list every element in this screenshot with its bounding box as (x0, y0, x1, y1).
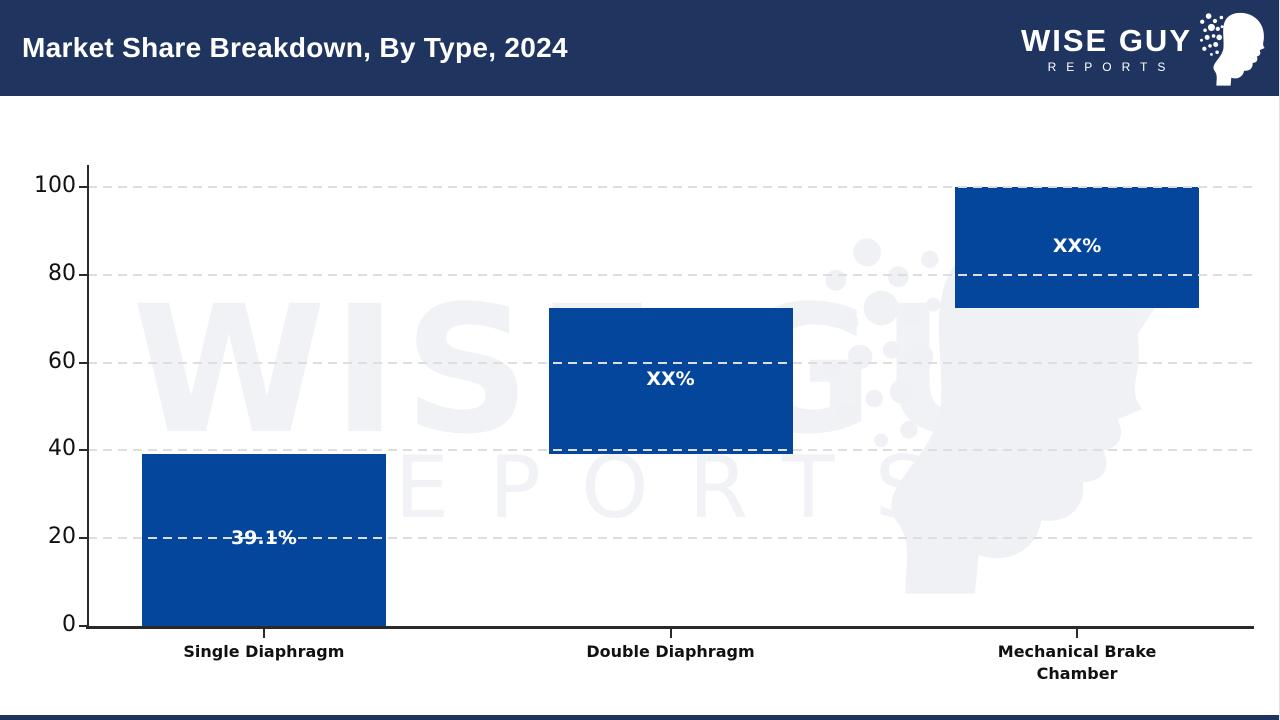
bar-value-label-double-diaphragm: XX% (646, 368, 695, 391)
x-tick-mark-mechanical-brake-chamber (1076, 629, 1079, 638)
y-tick-mark-0 (79, 625, 88, 627)
x-category-label-double-diaphragm: Double Diaphragm (586, 642, 755, 661)
page-title: Market Share Breakdown, By Type, 2024 (22, 32, 568, 63)
bar-value-label-mechanical-brake-chamber: XX% (1052, 234, 1102, 257)
gridline-100 (88, 185, 1253, 188)
y-tick-mark-40 (79, 449, 88, 452)
y-tick-label-20: 20 (48, 524, 76, 550)
y-tick-label-80: 80 (48, 260, 76, 286)
x-axis-line (86, 626, 1254, 629)
x-tick-mark-single-diaphragm (262, 629, 265, 638)
y-tick-mark-20 (79, 537, 88, 540)
gridline-20 (88, 537, 1253, 540)
x-tick-mark-double-diaphragm (669, 629, 672, 638)
wise-guy-logo: WISE GUY REPORTS (1021, 6, 1268, 90)
gridline-40 (88, 449, 1253, 452)
logo-wordmark: WISE GUY (1020, 22, 1192, 58)
gridline-60 (88, 361, 1253, 364)
y-tick-mark-100 (79, 185, 88, 188)
gridline-80 (88, 273, 1253, 276)
header-band: Market Share Breakdown, By Type, 2024 WI… (0, 0, 1279, 96)
logo-face-icon (1200, 12, 1265, 86)
bar-single-diaphragm (141, 454, 386, 626)
bar-value-label-single-diaphragm: 39.1% (230, 527, 297, 550)
footer-bar (0, 715, 1279, 720)
y-tick-label-40: 40 (48, 436, 76, 462)
logo-text: WISE GUY REPORTS (1021, 23, 1192, 74)
y-tick-mark-60 (79, 361, 88, 364)
bar-double-diaphragm (548, 308, 793, 455)
logo-subtitle: REPORTS (1047, 59, 1176, 74)
y-axis-line (87, 165, 89, 629)
y-tick-label-60: 60 (48, 348, 76, 374)
y-tick-mark-80 (79, 273, 88, 276)
y-tick-label-0: 0 (62, 612, 76, 637)
x-category-label-mechanical-brake-chamber: Mechanical Brake Chamber (997, 642, 1157, 683)
x-category-label-single-diaphragm: Single Diaphragm (183, 642, 345, 661)
y-tick-label-100: 100 (34, 172, 76, 198)
